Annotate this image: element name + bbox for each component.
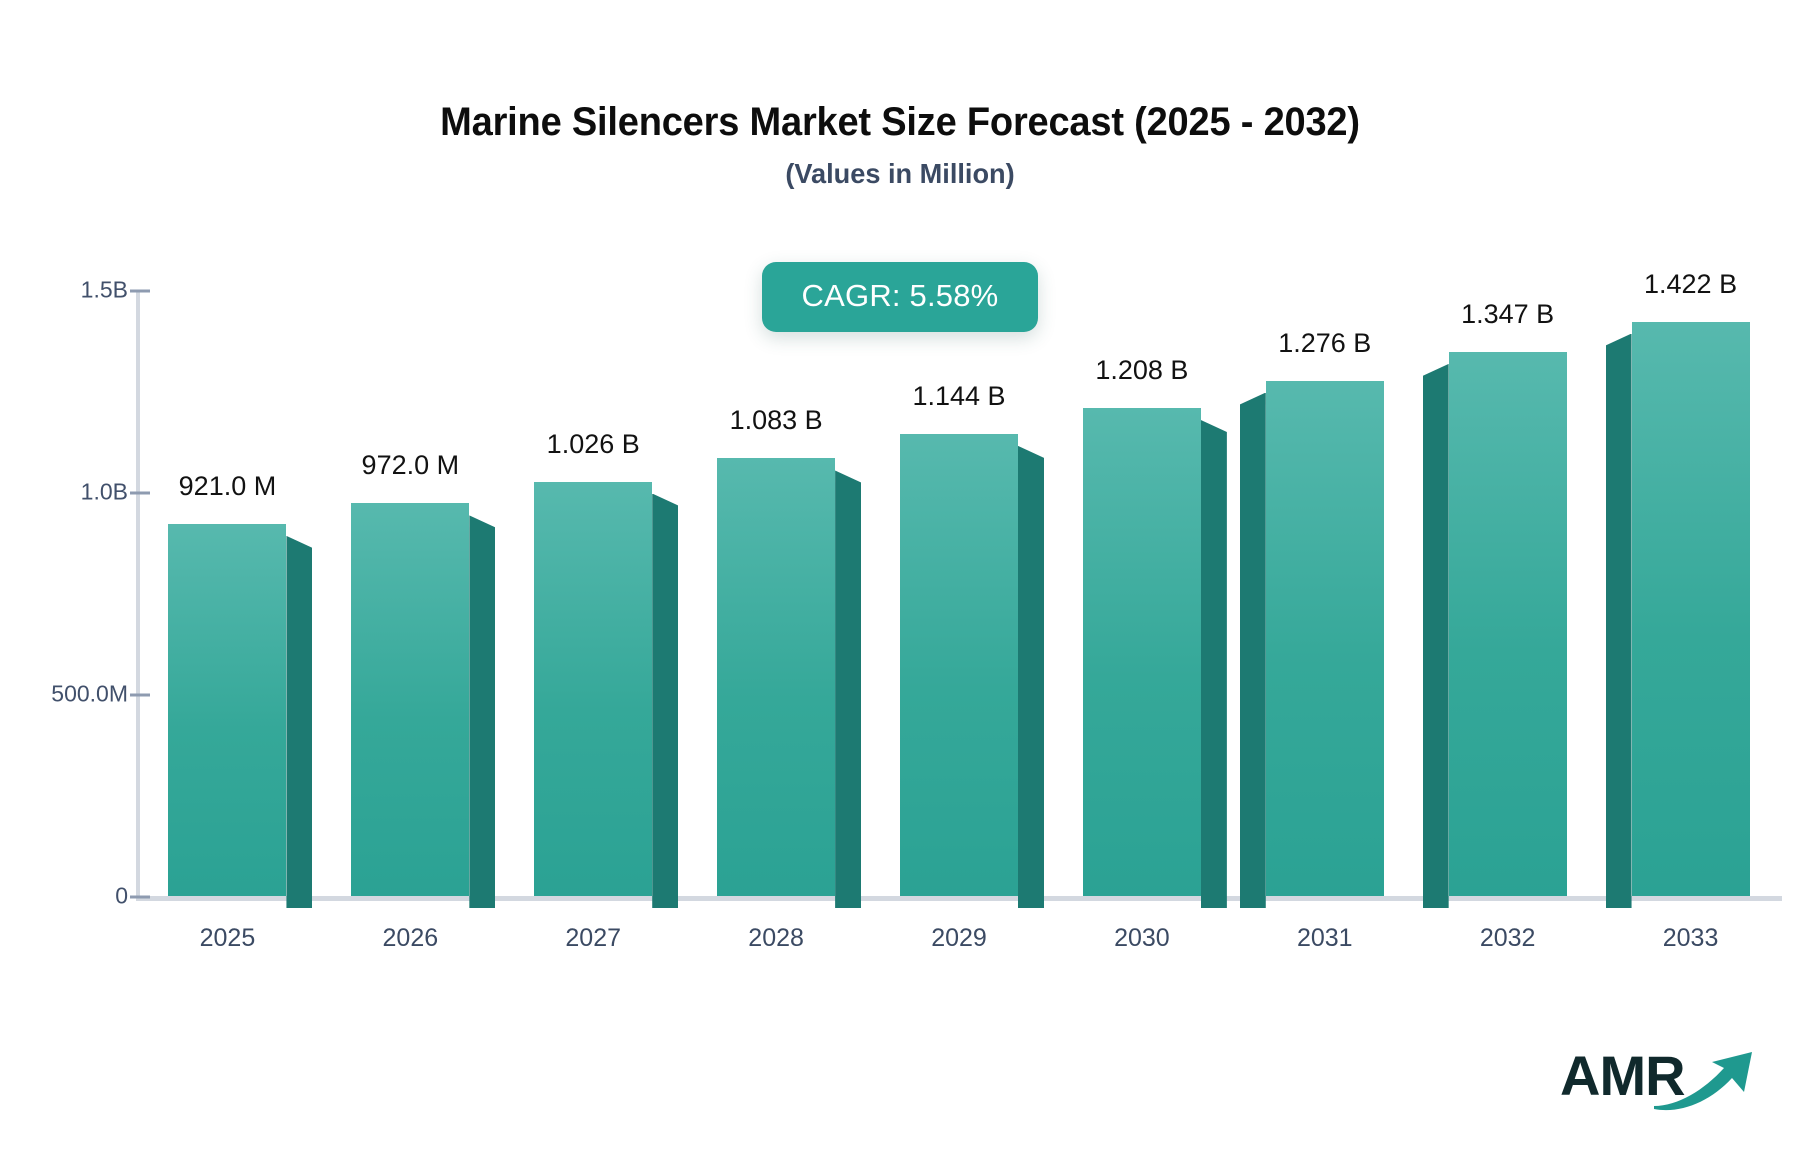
bar-value-label: 1.026 B: [546, 428, 640, 459]
chart-subtitle: (Values in Million): [785, 158, 1015, 189]
bar-value-label: 1.083 B: [729, 405, 823, 436]
y-axis-line: [136, 290, 140, 900]
bar-side-face: [1018, 445, 1044, 908]
y-axis-tick-label: 0: [16, 883, 150, 910]
growth-arrow-icon: [1654, 1052, 1752, 1111]
y-axis-tick-mark: [130, 693, 150, 696]
y-axis-tick-mark: [130, 895, 150, 898]
bar-group: 1.208 B 2030: [1082, 290, 1227, 952]
y-axis-tick-label: 500.0M: [16, 681, 150, 708]
bar-front-face: [900, 433, 1018, 896]
bar-front-face: [168, 523, 287, 896]
bar-side-face: [1422, 363, 1449, 908]
bar-front-face: [1631, 321, 1750, 896]
bar-value-label: 1.347 B: [1461, 298, 1555, 329]
bar-group: 1.347 B 2032: [1422, 290, 1567, 952]
title-block: Marine Silencers Market Size Forecast (2…: [0, 100, 1800, 190]
bar-value-label: 1.144 B: [912, 380, 1006, 411]
bar-value-label: 921.0 M: [178, 470, 277, 501]
x-axis-tick-label: 2029: [931, 924, 987, 952]
bar-front-face: [351, 503, 470, 896]
x-axis-tick-label: 2026: [382, 924, 439, 952]
bar-value-label: 1.276 B: [1278, 327, 1372, 358]
y-axis-tick-mark: [130, 491, 150, 494]
x-axis-tick-label: 2030: [1114, 924, 1170, 952]
x-axis-tick-label: 2033: [1662, 924, 1719, 952]
bar-front-face: [534, 481, 653, 896]
bar-front-face: [1265, 380, 1384, 896]
cagr-badge-container: CAGR: 5.58%: [0, 262, 1800, 332]
bar-front-face: [1448, 351, 1567, 896]
bar-group: 1.144 B 2029: [900, 290, 1044, 952]
bar[interactable]: [1082, 407, 1227, 908]
x-axis-tick-label: 2027: [565, 924, 622, 952]
bar[interactable]: [168, 523, 313, 908]
bar-group: 1.276 B 2031: [1239, 290, 1384, 952]
x-axis-tick-label: 2028: [748, 924, 804, 952]
x-axis-line: [136, 896, 1782, 901]
bar-side-face: [469, 515, 496, 908]
bar[interactable]: [900, 433, 1044, 908]
bar-group: 1.083 B 2028: [717, 290, 862, 952]
bar-group: 1.026 B 2027: [534, 290, 679, 952]
y-axis-tick-label: 1.0B: [16, 479, 150, 506]
x-axis-tick-label: 2025: [199, 924, 256, 952]
y-axis-tick-mark: [130, 289, 150, 292]
bar[interactable]: [351, 503, 496, 908]
x-axis-tick-label: 2032: [1479, 924, 1536, 952]
bar-group: 921.0 M 2025: [168, 290, 313, 952]
bar-side-face: [286, 535, 313, 908]
bar-value-label: 1.208 B: [1095, 354, 1189, 385]
page-title: Marine Silencers Market Size Forecast (2…: [440, 100, 1360, 144]
bar[interactable]: [717, 458, 862, 908]
bar-group: 972.0 M 2026: [351, 290, 496, 952]
bar-series: 921.0 M 2025 972.0 M 2026 1.026 B 2027 1.083 B…: [136, 269, 1782, 952]
bar[interactable]: [1422, 351, 1567, 908]
bar-side-face: [1200, 419, 1227, 908]
logo-wordmark: AMR: [1560, 1044, 1686, 1107]
bar-group: 1.422 B 2033: [1605, 269, 1750, 952]
bar-side-face: [652, 493, 679, 908]
bar[interactable]: [534, 481, 679, 908]
x-axis-tick-label: 2031: [1296, 924, 1353, 952]
bar[interactable]: [1605, 321, 1750, 908]
bar-front-face: [717, 458, 836, 896]
bar-side-face: [1239, 392, 1266, 908]
y-axis-tick-label: 1.5B: [16, 277, 150, 304]
status-badge-cagr: CAGR: 5.58%: [761, 262, 1039, 332]
bar-value-label: 1.422 B: [1644, 268, 1738, 299]
bar-side-face: [1605, 333, 1632, 908]
bar[interactable]: [1239, 380, 1384, 908]
bar-side-face: [835, 470, 862, 908]
bar-front-face: [1082, 407, 1201, 896]
amr-logo: AMR: [1560, 1042, 1760, 1126]
bar-value-label: 972.0 M: [361, 450, 460, 481]
